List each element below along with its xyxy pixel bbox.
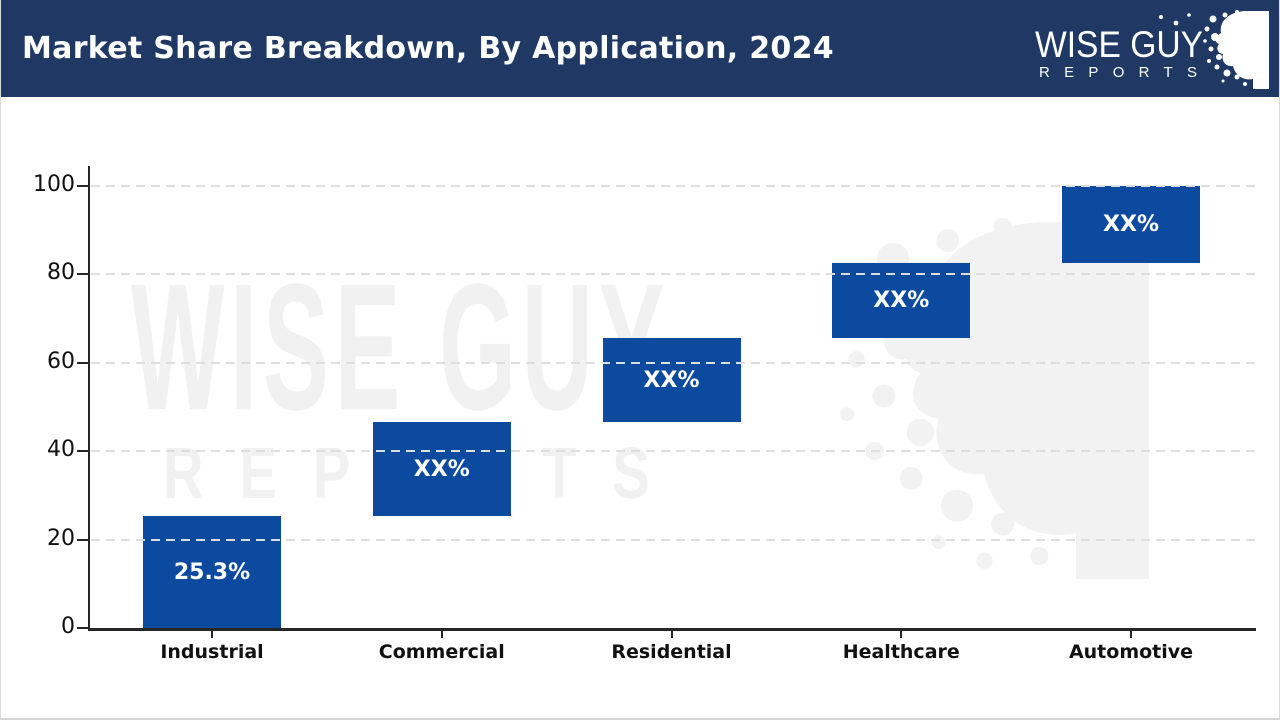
watermark-wise-guy-text: WISE GUY (131, 247, 671, 448)
x-tick-label: Residential (611, 641, 732, 663)
y-tick-label: 80 (47, 260, 75, 286)
x-tick (670, 631, 673, 638)
bar: 25.3% (143, 516, 281, 628)
x-tick (900, 631, 903, 638)
bar: XX% (372, 422, 511, 517)
gridline (91, 185, 1256, 187)
gridline (91, 273, 1256, 276)
gridline (91, 450, 1256, 453)
logo-wise-guy-text: WISE GUY (1035, 24, 1203, 65)
y-tick-label: 20 (47, 525, 75, 551)
y-tick (77, 185, 88, 187)
y-tick (77, 361, 88, 364)
bar-value-label: 25.3% (173, 559, 251, 585)
y-tick-label: 60 (47, 348, 75, 374)
bar: XX% (832, 263, 971, 339)
x-tick-label: Healthcare (842, 641, 960, 663)
y-tick-label: 100 (33, 172, 75, 197)
y-axis-line (88, 166, 90, 631)
logo-face-profile-icon (1203, 10, 1269, 89)
x-axis-line (88, 628, 1256, 631)
x-tick (440, 631, 443, 638)
x-tick (211, 631, 213, 638)
header: Market Share Breakdown, By Application, … (1, 0, 1279, 97)
bar: XX% (1062, 186, 1200, 264)
gridline (91, 361, 1256, 364)
y-tick (77, 538, 88, 541)
page-title: Market Share Breakdown, By Application, … (22, 31, 834, 66)
x-tick (1130, 631, 1132, 638)
y-tick (77, 450, 88, 453)
x-tick-label: Industrial (160, 641, 264, 663)
gridline (91, 538, 1256, 541)
y-tick (77, 273, 88, 276)
bar-value-label: XX% (413, 456, 470, 482)
bar-value-label: XX% (643, 367, 700, 393)
bar-value-label: XX% (873, 288, 930, 314)
y-tick-label: 40 (47, 437, 75, 463)
x-tick-label: Commercial (378, 641, 505, 663)
x-tick-label: Automotive (1068, 641, 1194, 663)
y-tick-label: 0 (61, 614, 75, 639)
y-tick (77, 627, 88, 629)
logo-reports-text: REPORTS (1039, 64, 1197, 81)
bar-value-label: XX% (1103, 212, 1159, 238)
bar: XX% (602, 338, 741, 423)
brand-logo: WISE GUY REPORTS (1033, 7, 1269, 95)
